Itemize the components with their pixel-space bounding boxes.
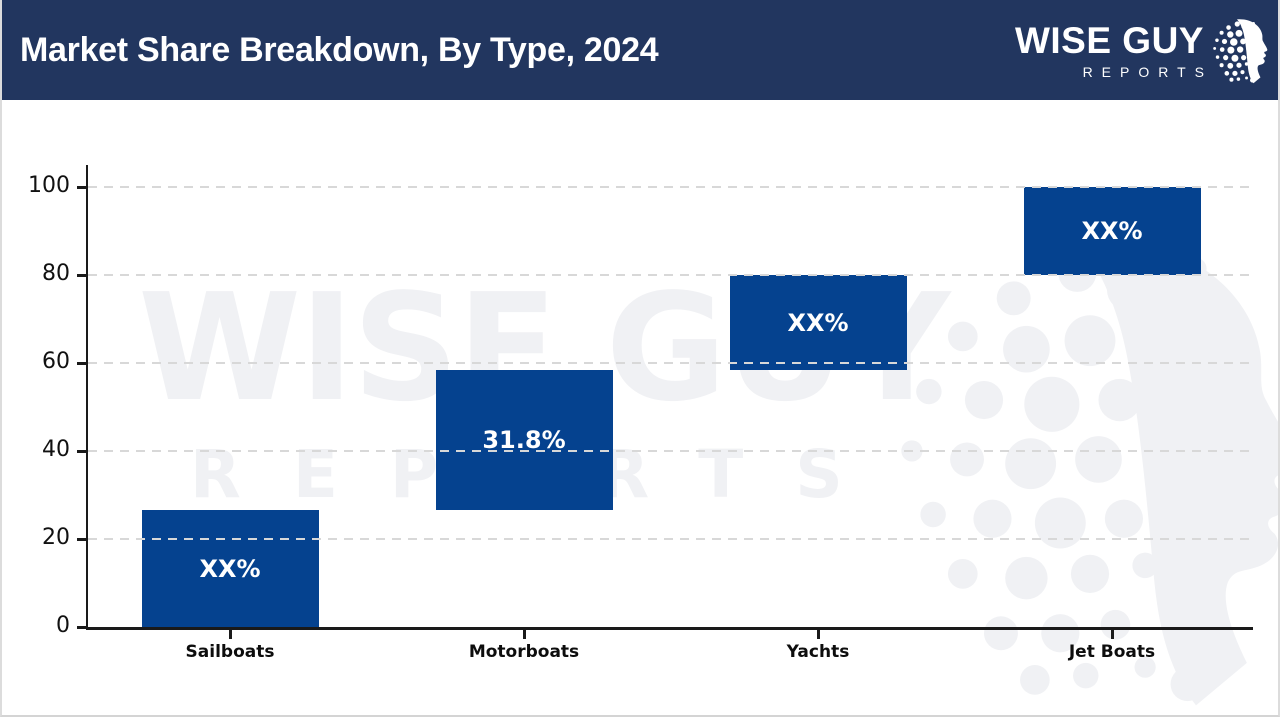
x-axis-label-sailboats: Sailboats: [185, 642, 275, 662]
gridline-40: [88, 450, 1253, 452]
bar-jet-boats: XX%: [1023, 187, 1201, 275]
bar-value-label: XX%: [787, 308, 849, 337]
bar-yachts: XX%: [729, 275, 907, 371]
x-tick-mark-3: [1111, 629, 1114, 639]
page-title: Market Share Breakdown, By Type, 2024: [20, 30, 659, 69]
y-tick-label-100: 100: [28, 173, 70, 198]
x-axis-label-yachts: Yachts: [786, 642, 850, 662]
gridline-100: [88, 186, 1253, 188]
y-tick-label-60: 60: [42, 349, 70, 374]
y-tick-label-40: 40: [42, 437, 70, 462]
y-tick-label-80: 80: [42, 261, 70, 286]
x-axis-label-motorboats: Motorboats: [468, 642, 580, 662]
y-tick-mark-80: [77, 274, 88, 277]
x-axis-label-jet-boats: Jet Boats: [1068, 642, 1156, 662]
bar-sailboats: XX%: [141, 510, 319, 627]
y-tick-mark-20: [77, 538, 88, 541]
y-tick-mark-100: [77, 186, 88, 189]
brand-logo-text: WISE GUY REPORTS: [1014, 20, 1204, 80]
gridline-20: [88, 538, 1253, 540]
x-tick-mark-1: [523, 629, 526, 639]
brand-subtitle: REPORTS: [1082, 63, 1213, 80]
y-tick-label-0: 0: [56, 613, 70, 638]
x-tick-mark-0: [229, 629, 232, 639]
y-axis-line: [85, 165, 88, 630]
x-tick-mark-2: [817, 629, 820, 639]
y-tick-mark-40: [77, 450, 88, 453]
bar-motorboats: 31.8%: [435, 370, 613, 511]
gridline-60: [88, 362, 1253, 364]
bar-value-label: 31.8%: [482, 426, 566, 455]
x-axis-line: [85, 627, 1253, 630]
y-tick-mark-60: [77, 362, 88, 365]
y-tick-label-20: 20: [42, 525, 70, 550]
y-tick-mark-0: [77, 626, 88, 629]
header-bar: Market Share Breakdown, By Type, 2024 WI…: [0, 0, 1280, 100]
gridline-80: [88, 274, 1253, 276]
brand-name: WISE GUY: [1014, 20, 1204, 62]
brand-head-icon: [1210, 10, 1268, 92]
bar-value-label: XX%: [199, 554, 261, 583]
brand-logo: WISE GUY REPORTS: [1015, 8, 1268, 94]
bar-value-label: XX%: [1081, 217, 1143, 245]
